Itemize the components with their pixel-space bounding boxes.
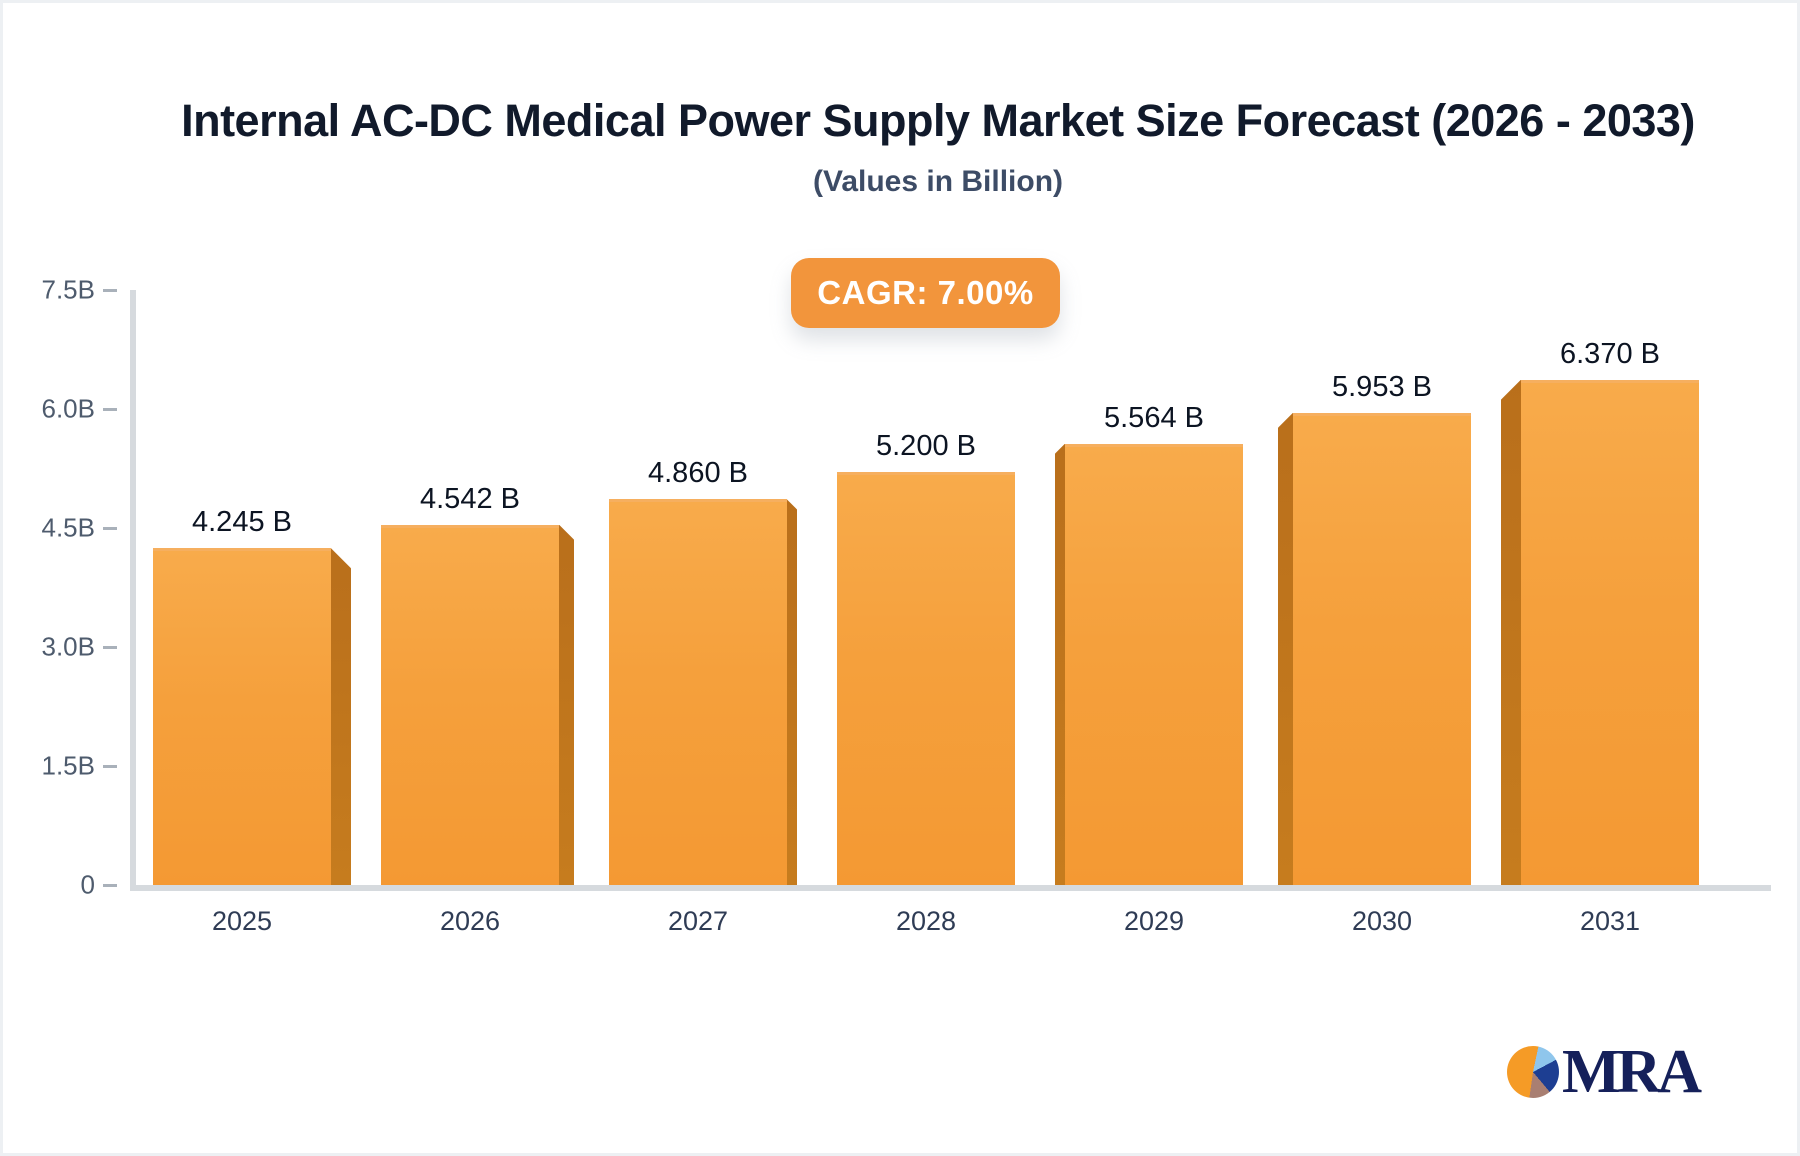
x-axis-category-label: 2029 [1123,906,1185,936]
bar-side-face [787,499,797,885]
bar [837,472,1015,885]
bar-chart-plot-area: 0 1.5B 3.0B 4.5B 6.0B 7.5B 4.245 B 2025 4.542 B 2… [3,3,1797,1153]
cagr-badge: CAGR: 7.00% [791,258,1060,328]
y-axis-tick [103,527,117,530]
chart-title: Internal AC-DC Medical Power Supply Mark… [181,95,1695,146]
bar [609,499,787,885]
logo-text: MRA [1562,1038,1702,1106]
y-axis-tick-label: 7.5B [41,274,96,305]
pie-chart-logo-icon [1507,1046,1559,1098]
chart-card: Internal AC-DC Medical Power Supply Mark… [3,3,1797,1153]
bar-side-face [559,524,574,885]
x-axis-line [130,885,1771,891]
bar [1293,412,1471,885]
bar-value-label: 5.200 B [876,430,976,463]
bar-side-face [1055,443,1065,885]
x-axis-category-label: 2025 [211,906,273,936]
y-axis-tick-label: 0 [80,869,95,900]
x-axis-category-label: 2026 [439,906,501,936]
mra-logo: MRA [1507,1038,1702,1106]
bar-value-label: 5.953 B [1332,370,1432,403]
x-axis-category-label: 2030 [1351,906,1413,936]
bar-value-label: 4.542 B [420,482,520,515]
y-axis-tick [103,765,117,768]
bar [381,524,559,885]
y-axis-tick-label: 1.5B [41,750,96,781]
bar-value-label: 4.860 B [648,457,748,490]
cagr-badge-label: CAGR: 7.00% [817,274,1034,311]
y-axis-tick-label: 6.0B [41,393,96,424]
bar-value-label: 5.564 B [1104,401,1204,434]
y-axis-tick-label: 3.0B [41,631,96,662]
y-axis-tick [103,884,117,887]
x-axis-category-label: 2028 [895,906,957,936]
y-axis-tick [103,289,117,292]
bar [1521,379,1699,885]
bar-side-face [331,548,351,885]
y-axis-tick [103,408,117,411]
bar-value-label: 6.370 B [1560,337,1660,370]
bar-value-label: 4.245 B [192,506,292,539]
y-axis-tick-label: 4.5B [41,512,96,543]
chart-subtitle: (Values in Billion) [812,165,1064,198]
bar [153,548,331,885]
y-axis-tick [103,646,117,649]
x-axis-category-label: 2027 [667,906,729,936]
x-axis-category-label: 2031 [1579,906,1641,936]
bar-side-face [1501,379,1521,885]
y-axis-line [130,290,136,891]
bar [1065,443,1243,885]
bar-side-face [1278,412,1293,885]
